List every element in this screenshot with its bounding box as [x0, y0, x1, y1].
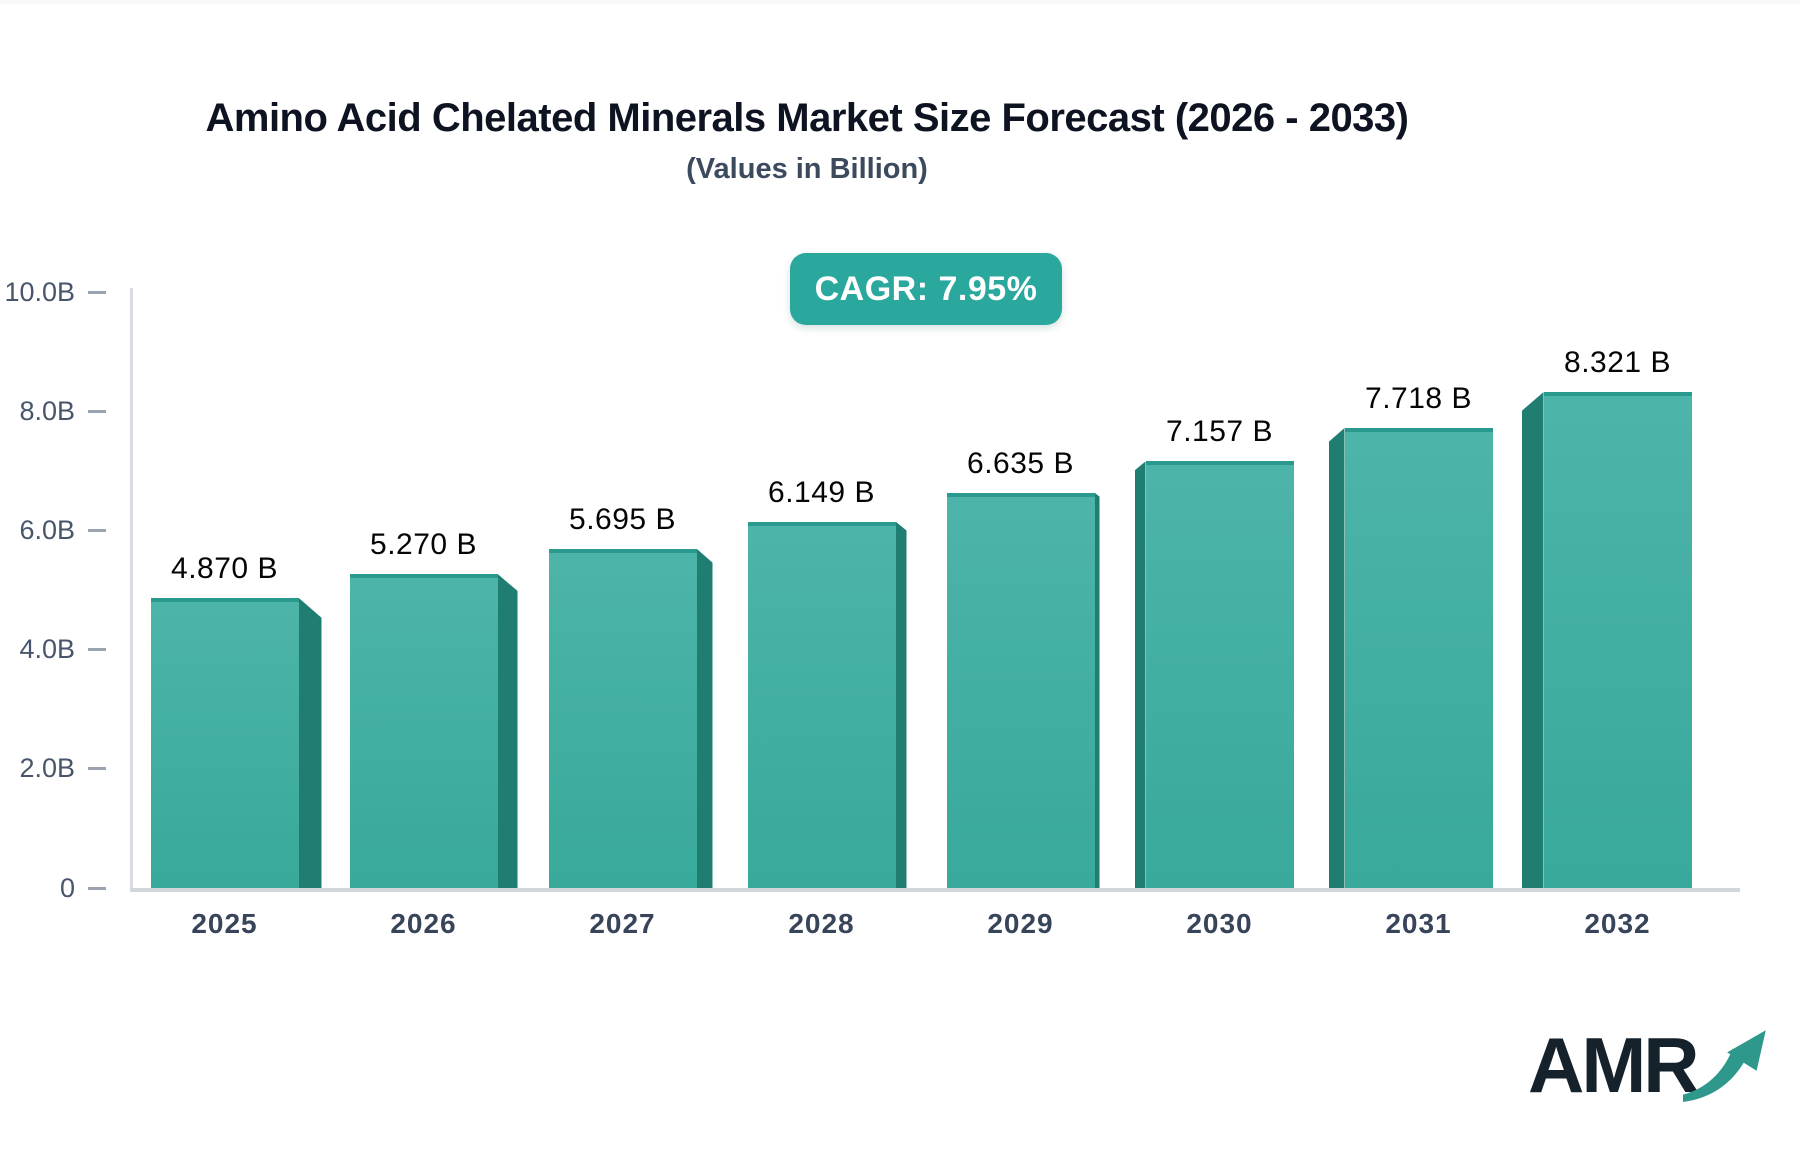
y-tick-label: 0: [59, 872, 75, 903]
y-tick-label: 8.0B: [19, 395, 75, 426]
bar-slot-2031: 7.718 B 2031: [1319, 292, 1518, 939]
bar-side-3d: [298, 597, 322, 888]
y-tick-4.0B: 4.0B: [0, 634, 118, 665]
x-axis-line: [130, 888, 1740, 892]
y-axis-line: [130, 288, 133, 888]
chart-title: Amino Acid Chelated Minerals Market Size…: [205, 96, 1409, 140]
bar-slot-2028: 6.149 B 2028: [722, 292, 921, 939]
bar-side-3d: [1134, 461, 1146, 888]
bar-slot-2026: 5.270 B 2026: [324, 292, 523, 939]
bar-side-3d: [895, 521, 907, 888]
bar-side-3d: [497, 573, 518, 888]
x-axis-label-2031: 2031: [1385, 908, 1452, 939]
y-tick-0: 0: [0, 873, 118, 903]
bar-side-3d: [1328, 428, 1345, 888]
bar-slot-2027: 5.695 B 2027: [523, 292, 722, 939]
bar-face: [150, 597, 299, 888]
bar-2032[interactable]: 8.321 B: [1521, 346, 1692, 888]
bar-face: [946, 492, 1095, 888]
bar-value-label: 6.149 B: [768, 475, 875, 509]
bar-2031[interactable]: 7.718 B: [1328, 382, 1493, 888]
bar-value-label: 5.270 B: [370, 527, 477, 561]
y-tick-mark: [88, 886, 106, 890]
bar-side-3d: [1094, 492, 1100, 888]
cagr-badge: CAGR: 7.95%: [790, 253, 1062, 325]
chart-subtitle: (Values in Billion): [686, 153, 928, 185]
bar-face: [1543, 392, 1692, 888]
bar-slot-2030: 7.157 B 2030: [1120, 292, 1319, 939]
bar-2025[interactable]: 4.870 B: [150, 552, 322, 888]
bar-side-3d: [696, 548, 713, 888]
bar-slot-2029: 6.635 B 2029: [921, 292, 1120, 939]
bar-face: [747, 521, 896, 888]
chart-header: Amino Acid Chelated Minerals Market Size…: [0, 0, 1614, 186]
bar-2029[interactable]: 6.635 B: [946, 447, 1100, 888]
x-axis-label-2029: 2029: [987, 908, 1054, 939]
bar-2026[interactable]: 5.270 B: [349, 528, 518, 888]
bar-value-label: 7.157 B: [1166, 415, 1273, 449]
bar-value-label: 4.870 B: [171, 551, 278, 585]
bar-value-label: 7.718 B: [1365, 382, 1472, 416]
y-tick-mark: [88, 409, 106, 413]
bar-value-label: 5.695 B: [569, 502, 676, 536]
bar-value-label: 8.321 B: [1564, 346, 1671, 380]
y-tick-8.0B: 8.0B: [0, 396, 118, 426]
plot-area: 10.0B 8.0B 6.0B 4.0B 2.0B 0 4.870 B 2025 5.270 …: [4, 277, 1740, 939]
x-axis-label-2025: 2025: [191, 908, 258, 939]
top-strip: [0, 0, 1800, 4]
y-tick-label: 10.0B: [4, 276, 75, 307]
brand-logo-text: AMR: [1528, 1021, 1700, 1109]
bar-face: [1145, 461, 1294, 888]
bar-face: [548, 548, 697, 888]
bar-value-label: 6.635 B: [967, 446, 1074, 480]
bar-series: 4.870 B 2025 5.270 B 2026 5.695 B 2027 6.149 B…: [125, 292, 1717, 939]
y-tick-label: 2.0B: [19, 753, 75, 784]
y-tick-6.0B: 6.0B: [0, 515, 118, 545]
y-tick-mark: [88, 767, 106, 771]
y-tick-mark: [88, 648, 106, 652]
y-tick-mark: [88, 290, 106, 294]
x-axis-label-2026: 2026: [390, 908, 457, 939]
bar-2028[interactable]: 6.149 B: [747, 476, 907, 888]
growth-arrow-icon: [1682, 1030, 1766, 1103]
brand-logo: AMR: [1528, 1026, 1775, 1108]
bar-2027[interactable]: 5.695 B: [548, 503, 713, 888]
x-axis-label-2030: 2030: [1186, 908, 1253, 939]
x-axis-label-2032: 2032: [1584, 908, 1651, 939]
bar-face: [349, 573, 498, 888]
x-axis-label-2027: 2027: [589, 908, 656, 939]
bar-side-3d: [1521, 392, 1544, 888]
y-tick-2.0B: 2.0B: [0, 753, 118, 784]
x-axis-label-2028: 2028: [788, 908, 855, 939]
bar-2030[interactable]: 7.157 B: [1134, 415, 1294, 888]
cagr-badge-label: CAGR: 7.95%: [814, 269, 1038, 308]
bar-slot-2025: 4.870 B 2025: [125, 292, 324, 939]
y-tick-label: 6.0B: [19, 514, 75, 545]
y-tick-mark: [88, 528, 106, 532]
bar-face: [1344, 428, 1493, 888]
y-tick-label: 4.0B: [19, 634, 75, 665]
y-tick-10.0B: 10.0B: [0, 277, 118, 307]
bar-slot-2032: 8.321 B 2032: [1518, 292, 1717, 939]
